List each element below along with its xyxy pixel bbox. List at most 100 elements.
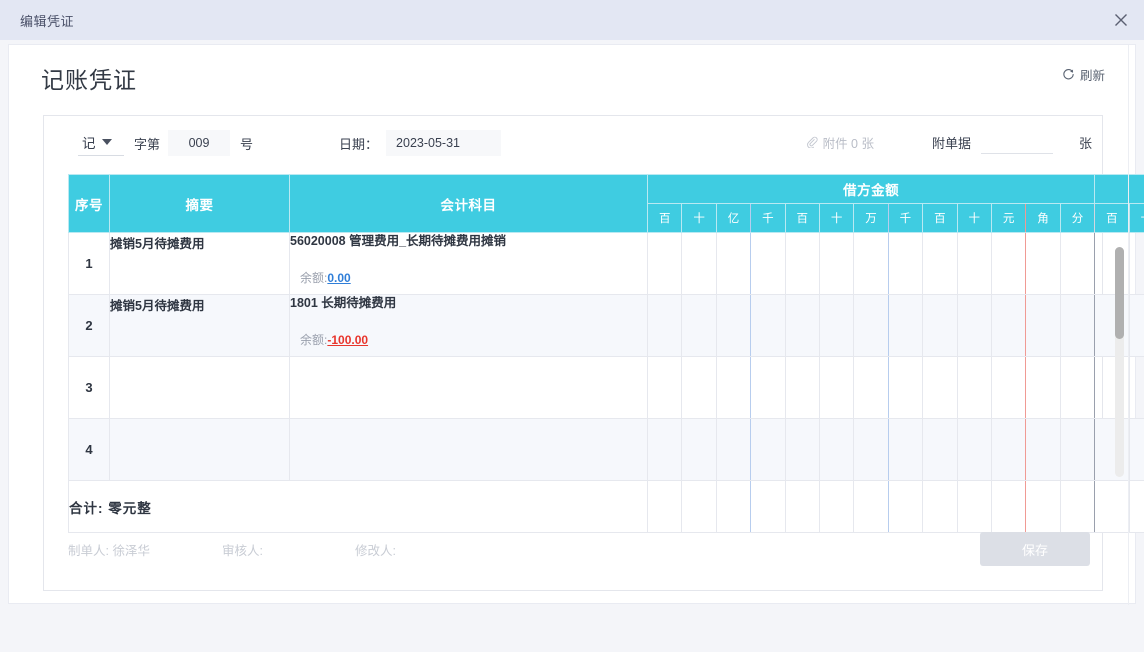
cell-amount-digit[interactable]	[956, 294, 992, 357]
balance-value[interactable]: 0.00	[327, 271, 351, 285]
cell-amount-digit[interactable]	[715, 294, 752, 357]
cell-amount-digit[interactable]	[922, 232, 958, 295]
window-title: 编辑凭证	[20, 13, 75, 29]
cell-amount-digit[interactable]	[990, 356, 1027, 419]
meta-right-group: 附件 0 张 附单据 张	[806, 130, 1092, 154]
cell-amount-digit[interactable]	[1025, 232, 1061, 295]
cell-amount-digit[interactable]	[750, 232, 786, 295]
table-header-row-top: 序号 摘要 会计科目 借方金额 贷方金额	[68, 174, 1144, 233]
cell-amount-digit[interactable]	[818, 356, 855, 419]
table-row[interactable]: 3	[68, 356, 1144, 419]
cell-amount-digit[interactable]	[956, 356, 992, 419]
cell-amount-digit[interactable]	[990, 418, 1027, 481]
cell-subject[interactable]: 1801 长期待摊费用 余额:-100.00	[289, 294, 648, 357]
cell-amount-digit[interactable]	[1025, 418, 1061, 481]
cell-amount-digit[interactable]	[750, 356, 786, 419]
cell-amount-digit[interactable]	[853, 232, 889, 295]
cell-amount-digit[interactable]	[681, 418, 717, 481]
cell-total-digit	[1128, 480, 1144, 533]
th-digit-debit-3: 千	[750, 203, 786, 233]
cell-subject[interactable]	[289, 356, 648, 419]
close-icon[interactable]	[1112, 11, 1130, 29]
cell-amount-digit[interactable]	[887, 294, 924, 357]
table-row[interactable]: 2 摊销5月待摊费用 1801 长期待摊费用 余额:-100.00	[68, 294, 1144, 357]
cell-amount-digit[interactable]	[646, 294, 683, 357]
cell-amount-digit[interactable]	[715, 356, 752, 419]
balance-value[interactable]: -100.00	[327, 333, 369, 347]
modifier-label: 修改人:	[354, 544, 396, 558]
cell-subject[interactable]: 56020008 管理费用_长期待摊费用摊销余额:0.00	[289, 232, 648, 295]
cell-amount-digit[interactable]	[1128, 294, 1144, 357]
scrollbar-thumb[interactable]	[1115, 247, 1124, 339]
cell-amount-digit[interactable]	[1128, 356, 1144, 419]
cell-total-digit	[887, 480, 924, 533]
paperclip-icon	[806, 136, 818, 148]
signers-group: 制单人: 徐泽华 审核人: 修改人:	[68, 540, 396, 559]
cell-amount-digit[interactable]	[1059, 356, 1096, 419]
cell-amount-digit[interactable]	[818, 294, 855, 357]
subject-balance: 余额:-100.00	[300, 331, 368, 348]
cell-amount-digit[interactable]	[990, 294, 1027, 357]
cell-amount-digit[interactable]	[922, 294, 958, 357]
cell-amount-digit[interactable]	[956, 232, 992, 295]
receipts-count-input[interactable]	[980, 130, 1053, 154]
cell-amount-digit[interactable]	[750, 294, 786, 357]
voucher-date-input[interactable]	[386, 130, 502, 156]
attachment-button[interactable]: 附件 0 张	[806, 133, 874, 152]
cell-amount-digit[interactable]	[818, 232, 855, 295]
cell-summary[interactable]: 摊销5月待摊费用	[109, 294, 290, 357]
cell-amount-digit[interactable]	[887, 418, 924, 481]
cell-amount-digit[interactable]	[646, 232, 683, 295]
cell-amount-digit[interactable]	[1025, 294, 1061, 357]
cell-amount-digit[interactable]	[853, 294, 889, 357]
cell-amount-digit[interactable]	[784, 232, 820, 295]
cell-amount-digit[interactable]	[956, 418, 992, 481]
cell-amount-digit[interactable]	[681, 232, 717, 295]
cell-amount-digit[interactable]	[1059, 294, 1096, 357]
voucher-word-select[interactable]: 记	[78, 130, 124, 156]
cell-amount-digit[interactable]	[990, 232, 1027, 295]
th-digit-debit-6: 万	[853, 203, 889, 233]
cell-row-number: 2	[68, 294, 110, 357]
cell-amount-digit[interactable]	[681, 294, 717, 357]
cell-amount-digit[interactable]	[1128, 418, 1144, 481]
th-subject: 会计科目	[289, 174, 648, 233]
card-header: 记账凭证 刷新	[9, 45, 1135, 107]
cell-amount-digit[interactable]	[1059, 418, 1096, 481]
refresh-label: 刷新	[1079, 69, 1105, 83]
cell-amount-digit[interactable]	[784, 356, 820, 419]
cell-amount-digit[interactable]	[646, 418, 683, 481]
cell-amount-digit[interactable]	[922, 418, 958, 481]
cell-amount-digit[interactable]	[784, 418, 820, 481]
cell-amount-digit[interactable]	[818, 418, 855, 481]
balance-label: 余额:	[300, 271, 328, 285]
cell-summary[interactable]	[109, 418, 290, 481]
cell-amount-digit[interactable]	[1128, 232, 1144, 295]
voucher-number-input[interactable]	[168, 130, 231, 156]
cell-amount-digit[interactable]	[853, 418, 889, 481]
table-row[interactable]: 4	[68, 418, 1144, 481]
cell-amount-digit[interactable]	[715, 418, 752, 481]
cell-amount-digit[interactable]	[750, 418, 786, 481]
cell-amount-digit[interactable]	[715, 232, 752, 295]
cell-amount-digit[interactable]	[887, 356, 924, 419]
cell-amount-digit[interactable]	[681, 356, 717, 419]
cell-amount-digit[interactable]	[784, 294, 820, 357]
subject-balance: 余额:0.00	[300, 269, 351, 286]
table-row[interactable]: 1 摊销5月待摊费用 56020008 管理费用_长期待摊费用摊销 余额:0.00	[68, 232, 1144, 295]
refresh-button[interactable]: 刷新	[1062, 65, 1105, 84]
modifier: 修改人:	[355, 540, 396, 559]
vertical-scrollbar[interactable]	[1115, 247, 1124, 477]
cell-summary[interactable]: 摊销5月待摊费用	[109, 232, 290, 295]
cell-amount-digit[interactable]	[853, 356, 889, 419]
cell-amount-digit[interactable]	[1025, 356, 1061, 419]
subject-title: 56020008 管理费用_长期待摊费用摊销	[290, 234, 507, 248]
cell-summary[interactable]	[109, 356, 290, 419]
cell-amount-digit[interactable]	[646, 356, 683, 419]
cell-amount-digit[interactable]	[887, 232, 924, 295]
save-button[interactable]: 保存	[980, 532, 1090, 566]
cell-amount-digit[interactable]	[1059, 232, 1096, 295]
cell-subject[interactable]	[289, 418, 648, 481]
cell-amount-digit[interactable]	[922, 356, 958, 419]
th-summary: 摘要	[109, 174, 290, 233]
